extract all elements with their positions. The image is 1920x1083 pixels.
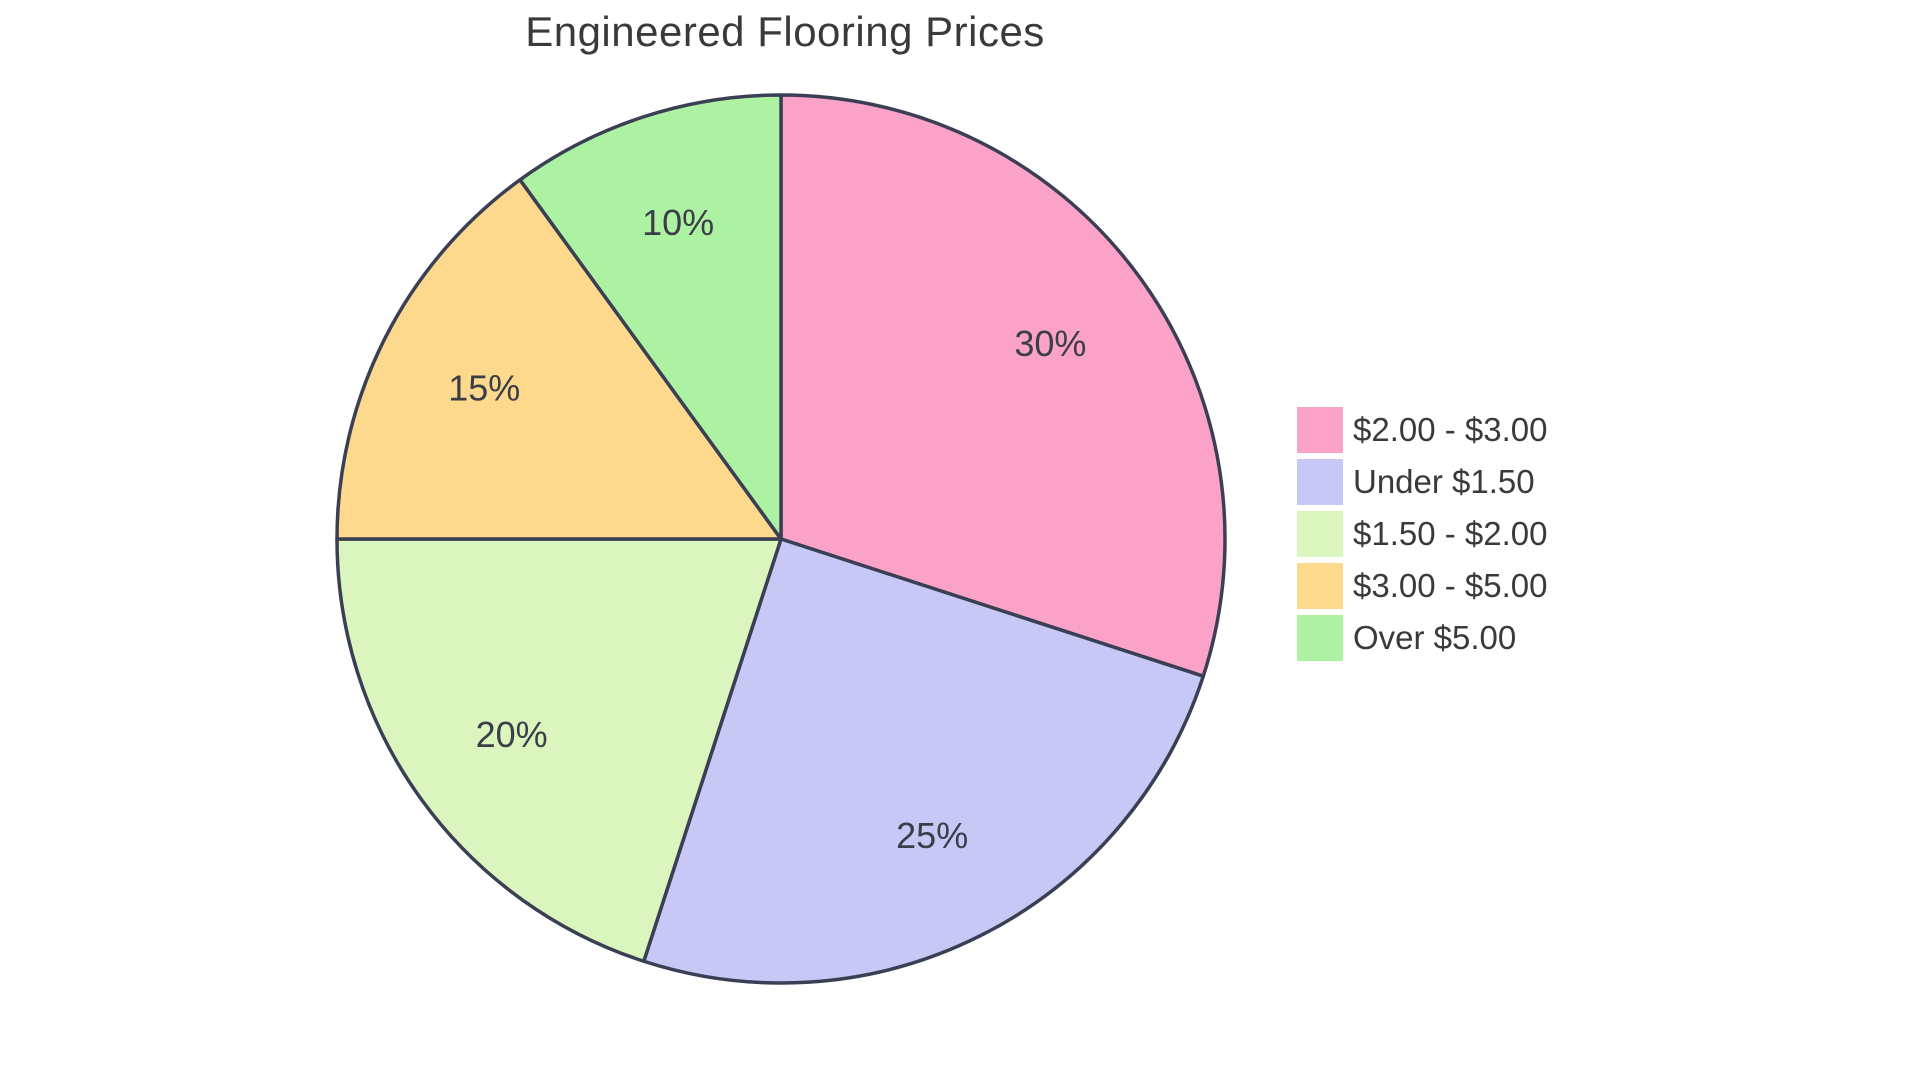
pie-slice-pct-label-3: 15% (448, 367, 520, 408)
legend-item-1[interactable]: Under $1.50 (1297, 459, 1548, 505)
pie-slice-pct-label-0: 30% (1014, 323, 1086, 364)
legend-item-3[interactable]: $3.00 - $5.00 (1297, 563, 1548, 609)
legend: $2.00 - $3.00 Under $1.50 $1.50 - $2.00 $3.… (1297, 407, 1548, 667)
legend-swatch-3 (1297, 563, 1343, 609)
legend-swatch-2 (1297, 511, 1343, 557)
legend-item-0[interactable]: $2.00 - $3.00 (1297, 407, 1548, 453)
legend-item-2[interactable]: $1.50 - $2.00 (1297, 511, 1548, 557)
legend-swatch-0 (1297, 407, 1343, 453)
legend-label-1: Under $1.50 (1353, 463, 1535, 500)
pie-slice-3 (335, 178, 783, 541)
legend-label-4: Over $5.00 (1353, 619, 1517, 656)
pie-slice-pct-label-1: 25% (896, 815, 968, 856)
legend-item-4[interactable]: Over $5.00 (1297, 615, 1548, 661)
legend-swatch-1 (1297, 459, 1343, 505)
pie-slice-1 (642, 537, 1206, 985)
pie-slice-pct-label-4: 10% (642, 202, 714, 243)
pie-slice-4 (518, 93, 783, 541)
legend-label-0: $2.00 - $3.00 (1353, 411, 1548, 448)
chart-title: Engineered Flooring Prices (525, 8, 1045, 55)
pie-slice-pct-label-2: 20% (476, 714, 548, 755)
legend-label-3: $3.00 - $5.00 (1353, 567, 1548, 604)
legend-swatch-4 (1297, 615, 1343, 661)
pie-slice-0 (779, 93, 1227, 678)
pie-slice-2 (335, 537, 783, 964)
legend-label-2: $1.50 - $2.00 (1353, 515, 1548, 552)
